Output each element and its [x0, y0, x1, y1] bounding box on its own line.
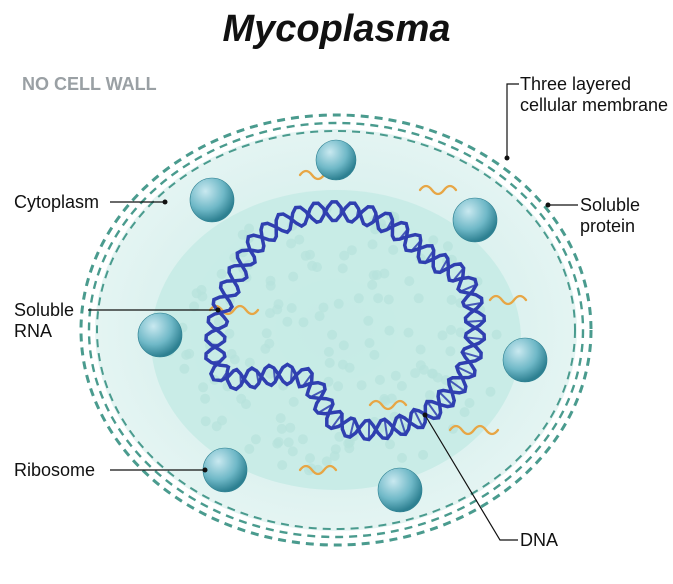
- leader-dot-dna: [423, 413, 428, 418]
- label-ribosome: Ribosome: [14, 460, 95, 481]
- label-cytoplasm: Cytoplasm: [14, 192, 99, 213]
- leader-dot-ribosome: [203, 468, 208, 473]
- ribosome: [203, 448, 247, 492]
- leader-dot-membrane: [505, 156, 510, 161]
- ribosome: [378, 468, 422, 512]
- ribosome: [138, 313, 182, 357]
- leader-dot-protein: [546, 203, 551, 208]
- ribosome: [503, 338, 547, 382]
- ribosome: [316, 140, 356, 180]
- label-membrane: Three layered cellular membrane: [520, 74, 668, 115]
- diagram-stage: Mycoplasma NO CELL WALL Three layered ce…: [0, 0, 673, 584]
- ribosome: [190, 178, 234, 222]
- label-dna: DNA: [520, 530, 558, 551]
- leader-dot-rna: [216, 308, 221, 313]
- leader-line-membrane: [507, 84, 519, 158]
- ribosome: [453, 198, 497, 242]
- leader-dot-cytoplasm: [163, 200, 168, 205]
- label-protein: Soluble protein: [580, 195, 640, 236]
- label-rna: Soluble RNA: [14, 300, 74, 341]
